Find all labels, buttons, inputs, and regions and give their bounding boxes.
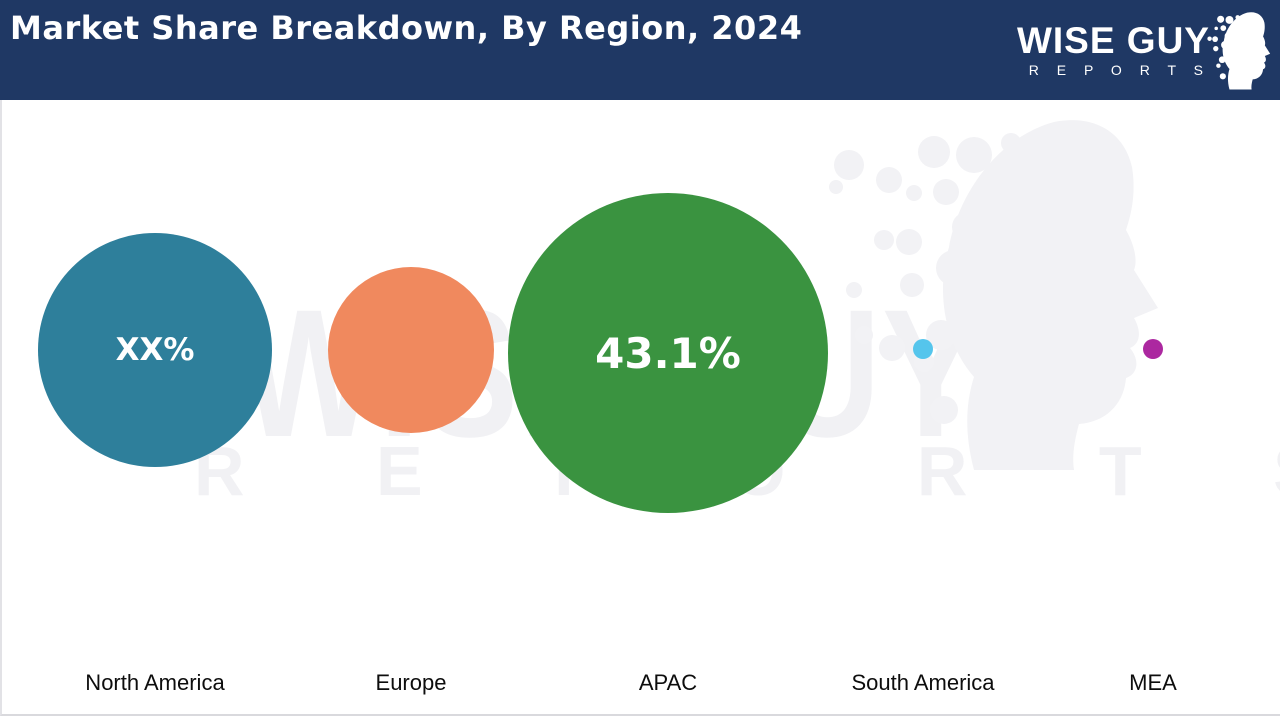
bubble-mea	[1143, 339, 1163, 359]
category-label-mea: MEA	[1129, 670, 1177, 695]
category-label-europe: Europe	[375, 670, 447, 695]
header: Market Share Breakdown, By Region, 2024 …	[0, 0, 1280, 100]
logo-head-icon	[1207, 12, 1271, 90]
logo-text: WISE GUY R E P O R T S	[1016, 20, 1210, 78]
bubble-value-label: 43.1%	[595, 328, 741, 378]
bubble-value-label: XX%	[115, 332, 195, 368]
watermark-head-icon	[829, 120, 1158, 470]
category-label-south-america: South America	[851, 670, 995, 695]
category-label-north-america: North America	[85, 670, 225, 695]
bubble-chart: WISE GUY R E P O R T S XX%43.1% North Am…	[0, 100, 1280, 716]
bubble-europe	[328, 267, 494, 433]
logo-brand-name: WISE GUY	[1016, 20, 1210, 62]
bubble-north-america: XX%	[38, 233, 272, 467]
wise-guy-logo: WISE GUY R E P O R T S	[1017, 6, 1274, 94]
bubble-south-america	[913, 339, 933, 359]
logo-brand-subtitle: R E P O R T S	[1028, 61, 1210, 78]
bubble-apac: 43.1%	[508, 193, 828, 513]
category-label-apac: APAC	[638, 670, 698, 695]
chart-title: Market Share Breakdown, By Region, 2024	[10, 9, 803, 47]
